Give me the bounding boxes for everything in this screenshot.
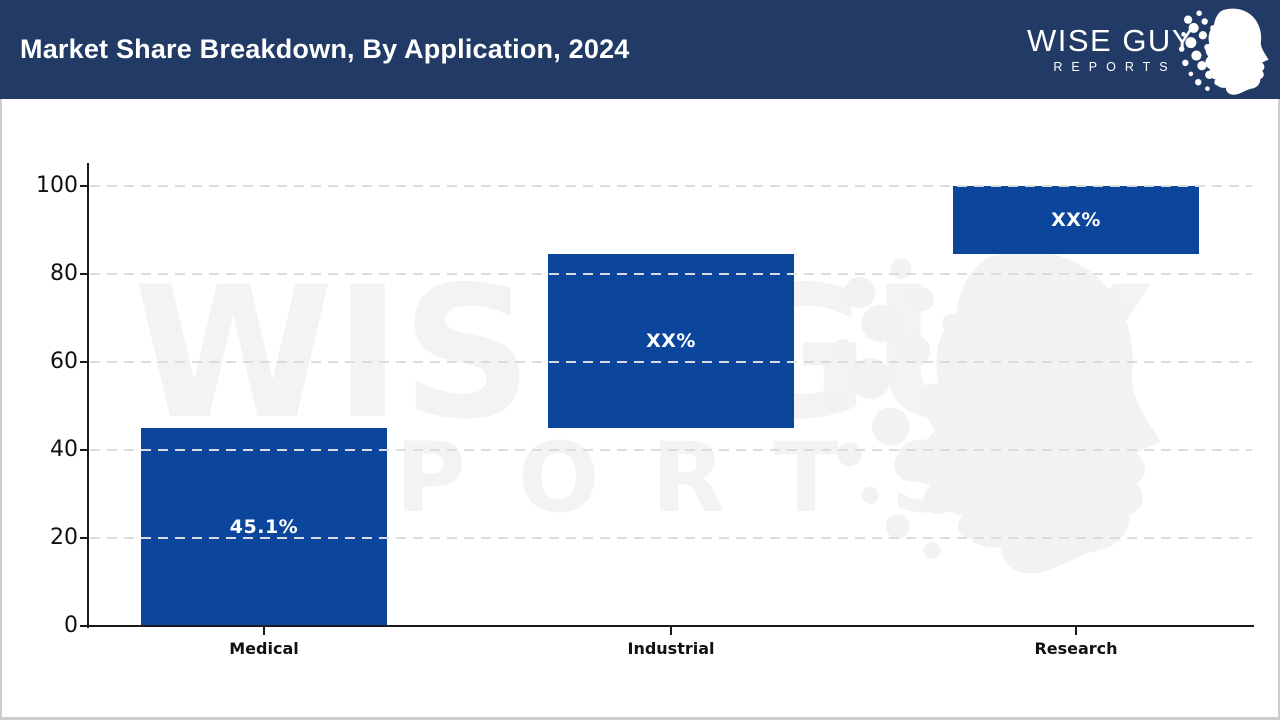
x-tick-mark-medical [263, 627, 265, 635]
bar-value-label: 45.1% [229, 515, 299, 538]
logo-wordmark-line2: REPORTS [1053, 60, 1177, 75]
x-axis-line [87, 625, 1254, 627]
page-title: Market Share Breakdown, By Application, … [20, 34, 630, 64]
y-tick-mark-20 [80, 537, 88, 539]
y-tick-label-20: 20 [50, 525, 78, 550]
wiseguy-logo: WISE GUY REPORTS [1027, 3, 1270, 96]
y-tick-mark-80 [80, 273, 88, 275]
y-tick-label-60: 60 [50, 349, 78, 374]
logo-wordmark: WISE GUY REPORTS [1026, 22, 1194, 75]
bar-research: XX% [953, 186, 1199, 255]
wiseguy-head-icon [1178, 4, 1270, 96]
bar-medical: 45.1% [141, 427, 387, 626]
y-tick-label-0: 0 [64, 613, 78, 638]
x-tick-mark-industrial [670, 627, 672, 635]
x-axis-label-research: Research [1034, 639, 1118, 658]
bar-value-label: XX% [1051, 209, 1101, 232]
y-tick-label-80: 80 [50, 261, 78, 286]
x-axis-label-industrial: Industrial [627, 639, 715, 658]
y-tick-mark-100 [80, 185, 88, 187]
watermark-head-icon [818, 234, 1170, 578]
gridline-20 [90, 537, 1252, 539]
y-tick-mark-60 [80, 361, 88, 363]
gridline-40 [90, 449, 1252, 451]
y-tick-mark-40 [80, 449, 88, 451]
header-banner: Market Share Breakdown, By Application, … [0, 0, 1280, 99]
x-tick-mark-research [1075, 627, 1077, 635]
bar-industrial: XX% [548, 254, 794, 428]
gridline-80 [90, 273, 1252, 275]
y-tick-label-40: 40 [50, 437, 78, 462]
x-axis-label-medical: Medical [229, 639, 299, 658]
gridline-100 [90, 185, 1252, 187]
logo-wordmark-line1: WISE GUY [1026, 22, 1194, 58]
y-tick-label-100: 100 [36, 173, 78, 198]
y-axis-line [87, 163, 89, 628]
y-tick-mark-0 [80, 625, 88, 627]
bar-value-label: XX% [646, 329, 696, 352]
gridline-60 [90, 361, 1252, 363]
